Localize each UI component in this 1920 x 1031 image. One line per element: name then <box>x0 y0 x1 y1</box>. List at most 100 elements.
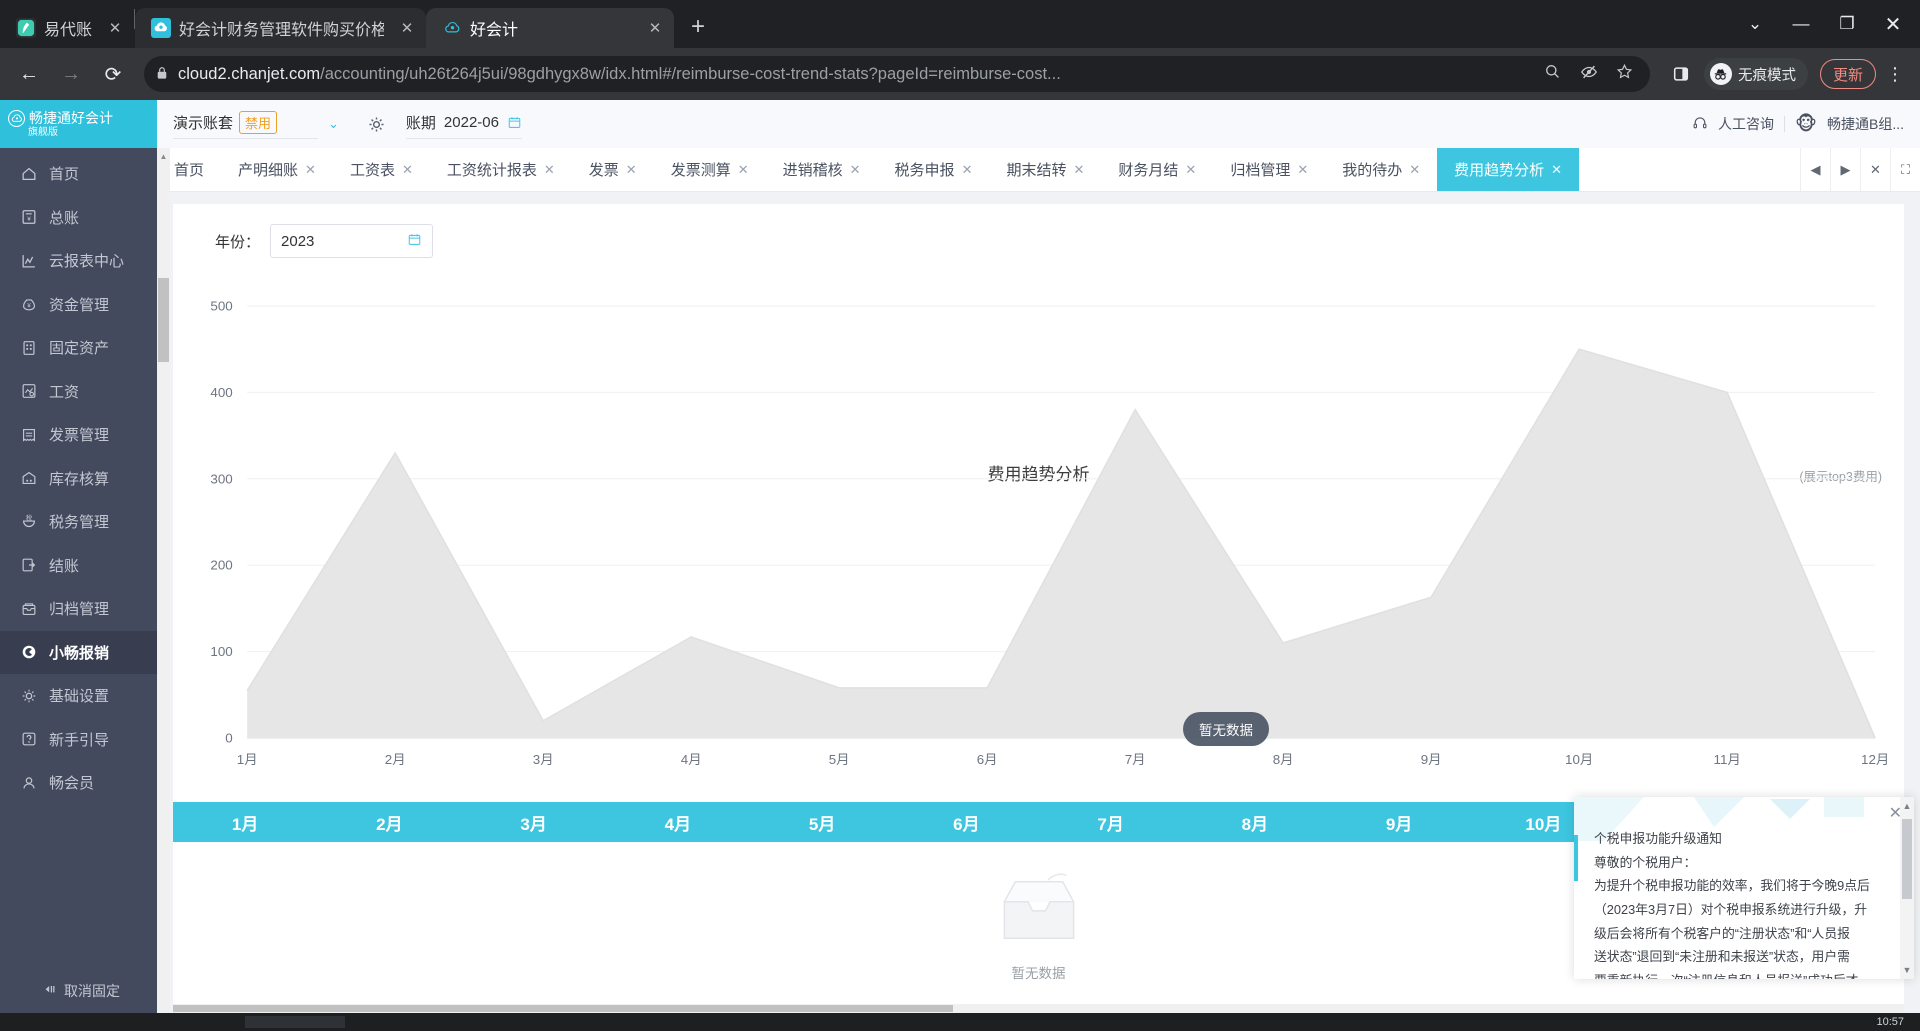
close-icon[interactable]: ✕ <box>961 161 973 177</box>
month-tab[interactable]: 5月 <box>808 814 836 834</box>
close-window-button[interactable]: ✕ <box>1884 13 1902 36</box>
bookmark-star-icon[interactable] <box>1612 63 1638 85</box>
sidebar-item-settings[interactable]: 基础设置 <box>0 674 157 718</box>
tabs-next-button[interactable]: ▶ <box>1830 148 1860 191</box>
tab-payroll-sheet[interactable]: 工资表 ✕ <box>333 148 430 191</box>
tab-invoice[interactable]: 发票 ✕ <box>572 148 654 191</box>
browser-tab-0[interactable]: 易代账 ✕ <box>0 8 135 48</box>
eye-off-icon[interactable] <box>1576 63 1602 86</box>
chevron-down-icon[interactable]: ⌄ <box>328 116 339 131</box>
sidebar-item-inventory[interactable]: 库存核算 <box>0 457 157 501</box>
sidebar-item-ledger[interactable]: ¥ 总账 <box>0 196 157 240</box>
sidebar-item-archive[interactable]: 归档管理 <box>0 587 157 631</box>
scrollbar-thumb[interactable] <box>173 1005 953 1012</box>
account-set-selector[interactable]: 演示账套 禁用 <box>173 109 318 139</box>
close-icon[interactable]: ✕ <box>401 161 413 177</box>
maximize-button[interactable]: ❐ <box>1839 14 1855 33</box>
taskbar-item[interactable] <box>245 1016 345 1028</box>
forward-icon[interactable]: → <box>61 62 81 85</box>
tab-payroll-stats[interactable]: 工资统计报表 ✕ <box>430 148 572 191</box>
fullscreen-icon[interactable]: ⛶ <box>1890 148 1920 191</box>
tabs-close-button[interactable]: ✕ <box>1860 148 1890 191</box>
new-tab-button[interactable]: + <box>691 13 706 40</box>
close-icon[interactable]: ✕ <box>1551 161 1563 177</box>
sidebar-item-invoice[interactable]: 发票管理 <box>0 413 157 457</box>
month-tab[interactable]: 9月 <box>1385 814 1413 834</box>
tab-purchase-sales-audit[interactable]: 进销稽核 ✕ <box>766 148 878 191</box>
sidebar-item-fixed-assets[interactable]: 固定资产 <box>0 326 157 370</box>
tab-tax-filing[interactable]: 税务申报 ✕ <box>878 148 990 191</box>
tab-detail-ledger[interactable]: 产明细账 ✕ <box>221 148 333 191</box>
sidebar-item-cloud-report[interactable]: 云报表中心 <box>0 239 157 283</box>
period-selector[interactable]: 账期 2022-06 <box>405 109 522 139</box>
month-tab[interactable]: 2月 <box>376 814 403 834</box>
tab-monthly-close[interactable]: 财务月结 ✕ <box>1101 148 1213 191</box>
scrollbar-thumb[interactable] <box>158 278 169 362</box>
tab-cost-trend-analysis[interactable]: 费用趋势分析 ✕ <box>1437 148 1580 191</box>
avatar[interactable]: 🐵 <box>1795 113 1817 135</box>
close-icon[interactable]: ✕ <box>543 161 555 177</box>
close-icon[interactable]: ✕ <box>648 20 662 37</box>
gear-icon[interactable] <box>367 115 386 134</box>
close-icon[interactable]: ✕ <box>625 161 637 177</box>
sidebar-scrollbar[interactable]: ▲ <box>157 148 170 1013</box>
close-icon[interactable]: ✕ <box>1409 161 1421 177</box>
sidebar-item-member[interactable]: 畅会员 <box>0 761 157 805</box>
tab-home[interactable]: 首页 <box>157 148 221 191</box>
scroll-down-icon[interactable]: ▼ <box>1902 965 1912 975</box>
pin-icon <box>42 982 58 1001</box>
month-tab[interactable]: 1月 <box>231 814 259 834</box>
sidebar-item-reimburse[interactable]: 小畅报销 <box>0 630 157 674</box>
side-panel-icon[interactable] <box>1662 55 1700 93</box>
month-tab[interactable]: 7月 <box>1097 814 1124 834</box>
close-icon[interactable]: ✕ <box>1297 161 1309 177</box>
minimize-button[interactable]: — <box>1792 14 1810 33</box>
sidebar-item-tax[interactable]: 税 税务管理 <box>0 500 157 544</box>
search-icon[interactable] <box>1540 63 1566 85</box>
browser-menu-icon[interactable]: ⋮ <box>1886 63 1904 84</box>
close-icon[interactable]: ✕ <box>305 161 316 177</box>
sidebar-item-funds[interactable]: ¥ 资金管理 <box>0 283 157 327</box>
close-icon[interactable]: ✕ <box>1185 161 1197 177</box>
tab-invoice-calc[interactable]: 发票测算 ✕ <box>654 148 766 191</box>
address-bar[interactable]: cloud2.chanjet.com/accounting/uh26t264j5… <box>144 56 1650 92</box>
month-tab[interactable]: 4月 <box>664 814 692 834</box>
browser-tab-1[interactable]: 好会计财务管理软件购买价格及多... ✕ <box>135 8 427 48</box>
close-icon[interactable]: ✕ <box>400 20 414 37</box>
tab-my-todo[interactable]: 我的待办 ✕ <box>1325 148 1437 191</box>
tab-period-end[interactable]: 期末结转 ✕ <box>989 148 1101 191</box>
user-name[interactable]: 畅捷通B组... <box>1826 116 1904 132</box>
pin-toggle-button[interactable]: 取消固定 <box>0 969 157 1013</box>
month-tab[interactable]: 8月 <box>1241 814 1269 834</box>
close-icon[interactable]: ✕ <box>737 161 749 177</box>
browser-tab-2[interactable]: 好会计 ✕ <box>426 8 675 48</box>
content-horizontal-scrollbar[interactable] <box>173 1004 1904 1013</box>
sidebar-item-payroll[interactable]: 工资 <box>0 370 157 414</box>
month-tab[interactable]: 6月 <box>953 814 980 834</box>
year-input[interactable]: 2023 <box>270 224 434 258</box>
tabs-prev-button[interactable]: ◀ <box>1800 148 1830 191</box>
tab-list-icon[interactable]: ⌄ <box>1747 14 1763 33</box>
close-icon[interactable]: ✕ <box>108 20 122 37</box>
scroll-up-icon[interactable]: ▲ <box>159 152 168 161</box>
calendar-icon[interactable] <box>407 232 422 251</box>
back-icon[interactable]: ← <box>19 62 39 85</box>
sidebar-item-checkout[interactable]: 结账 <box>0 544 157 588</box>
sidebar-item-guide[interactable]: 新手引导 <box>0 718 157 762</box>
support-label[interactable]: 人工咨询 <box>1718 116 1775 132</box>
calendar-icon[interactable] <box>507 115 522 130</box>
close-icon[interactable]: ✕ <box>1888 805 1902 822</box>
close-icon[interactable]: ✕ <box>849 161 861 177</box>
month-tab[interactable]: 3月 <box>520 814 547 834</box>
reload-icon[interactable]: ⟳ <box>104 63 122 86</box>
sidebar-item-home[interactable]: 首页 <box>0 152 157 196</box>
close-icon[interactable]: ✕ <box>1073 161 1085 177</box>
notification-scrollbar[interactable]: ▲ ▼ <box>1900 797 1914 979</box>
headset-icon[interactable] <box>1692 115 1708 134</box>
scrollbar-thumb[interactable] <box>1902 819 1912 899</box>
incognito-indicator[interactable]: 无痕模式 <box>1703 58 1808 90</box>
month-tab[interactable]: 10月 <box>1525 814 1562 834</box>
tab-archive[interactable]: 归档管理 ✕ <box>1213 148 1325 191</box>
scroll-up-icon[interactable]: ▲ <box>1902 801 1912 811</box>
update-button[interactable]: 更新 <box>1819 59 1876 89</box>
